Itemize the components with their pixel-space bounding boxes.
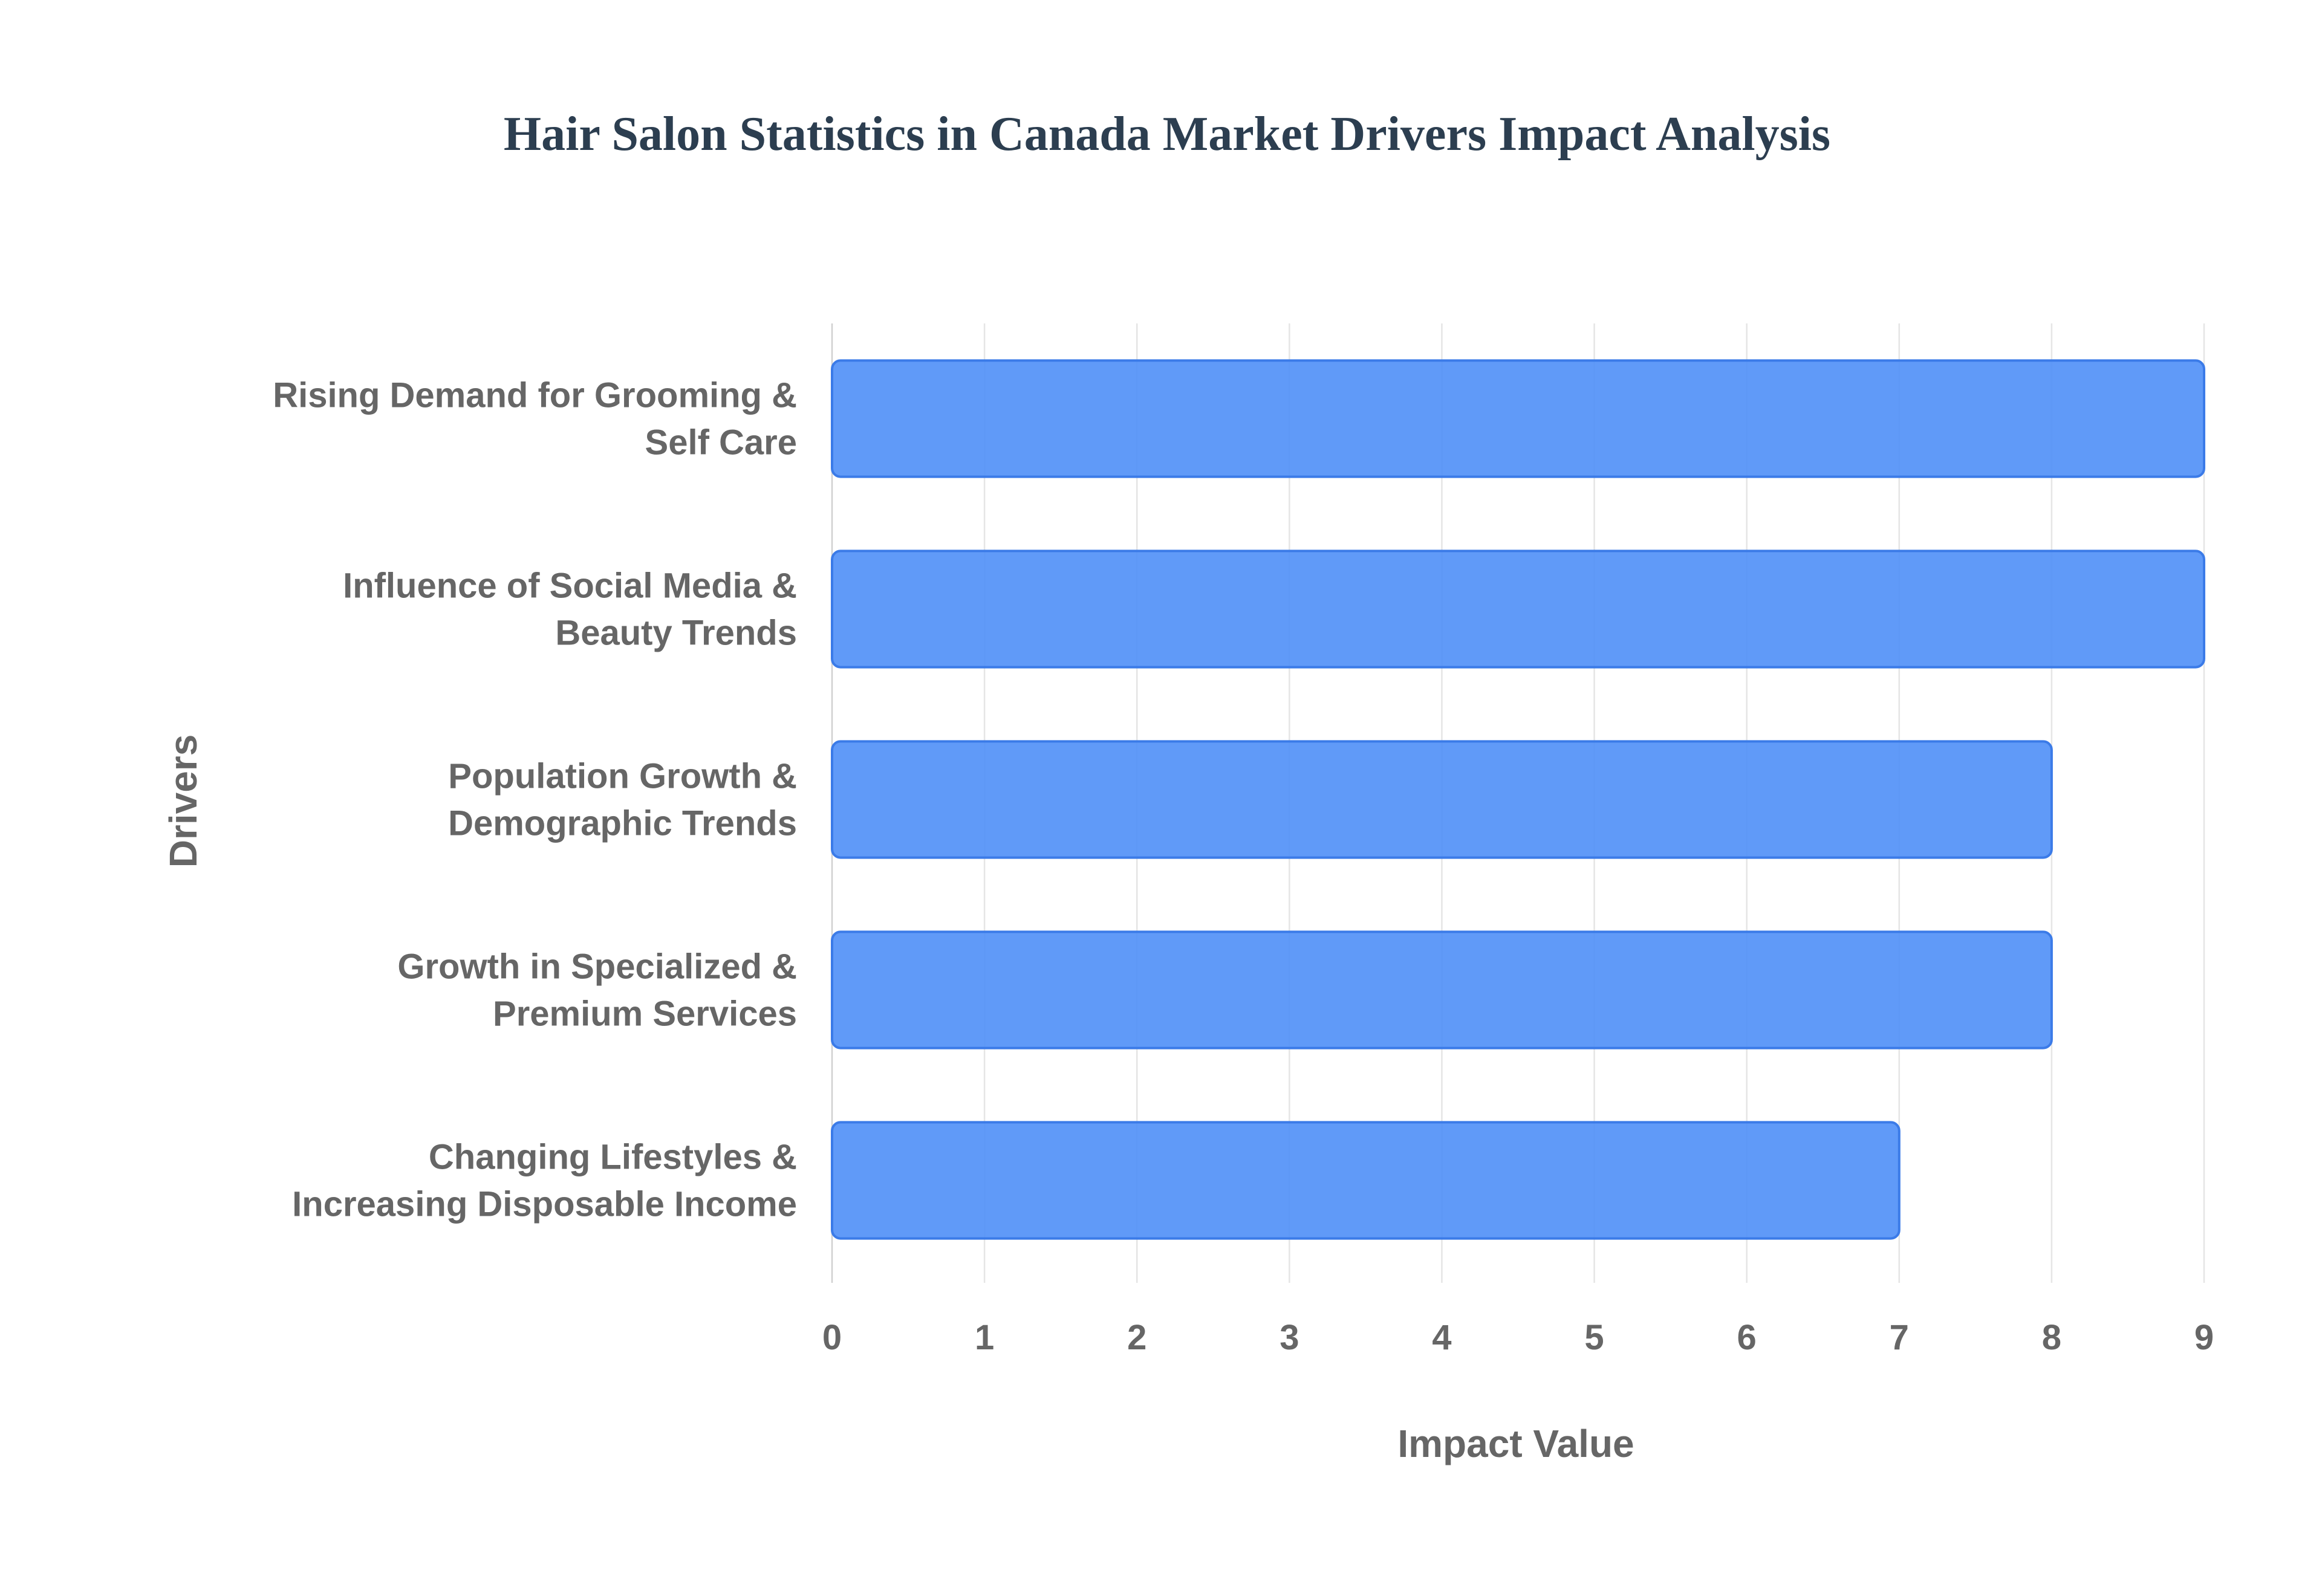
category-label: Growth in Specialized & Premium Services — [397, 947, 797, 1034]
x-tick-label: 2 — [1127, 1318, 1146, 1357]
bar[interactable] — [831, 1121, 1901, 1240]
chart-title: Hair Salon Statistics in Canada Market D… — [504, 108, 1830, 161]
category-label-line: Premium Services — [493, 994, 797, 1034]
category-label: Rising Demand for Grooming & Self Care — [273, 376, 797, 462]
category-label-line: Influence of Social Media & — [343, 566, 797, 606]
category-label: Population Growth & Demographic Trends — [448, 757, 797, 843]
category-label: Influence of Social Media & Beauty Trends — [343, 566, 797, 653]
x-tick-label: 1 — [975, 1318, 994, 1357]
category-label-line: Changing Lifestyles & — [429, 1138, 797, 1177]
x-tick-label: 5 — [1584, 1318, 1604, 1357]
y-axis-title: Drivers — [161, 735, 205, 868]
y-axis-categories: Rising Demand for Grooming & Self Care Inf… — [273, 376, 797, 1224]
category-label-line: Population Growth & — [448, 757, 797, 796]
category-label-line: Growth in Specialized & — [397, 947, 797, 987]
category-label-line: Beauty Trends — [555, 614, 797, 653]
category-label: Changing Lifestyles & Increasing Disposab… — [292, 1138, 797, 1224]
x-tick-label: 3 — [1280, 1318, 1299, 1357]
category-label-line: Self Care — [645, 423, 797, 462]
category-label-line: Demographic Trends — [448, 804, 797, 843]
bar[interactable] — [831, 930, 2053, 1049]
bars — [831, 359, 2205, 1240]
x-axis-title: Impact Value — [1397, 1422, 1634, 1465]
x-tick-label: 4 — [1432, 1318, 1451, 1357]
x-axis-ticks: 0 1 2 3 4 5 6 7 8 9 — [822, 1318, 2214, 1357]
x-tick-label: 7 — [1890, 1318, 1909, 1357]
bar[interactable] — [831, 550, 2205, 669]
x-tick-label: 0 — [822, 1318, 842, 1357]
bar[interactable] — [831, 740, 2053, 859]
x-tick-label: 6 — [1737, 1318, 1757, 1357]
bar[interactable] — [831, 359, 2205, 478]
category-label-line: Rising Demand for Grooming & — [273, 376, 797, 415]
x-tick-label: 8 — [2042, 1318, 2061, 1357]
category-label-line: Increasing Disposable Income — [292, 1185, 797, 1224]
x-tick-label: 9 — [2194, 1318, 2214, 1357]
